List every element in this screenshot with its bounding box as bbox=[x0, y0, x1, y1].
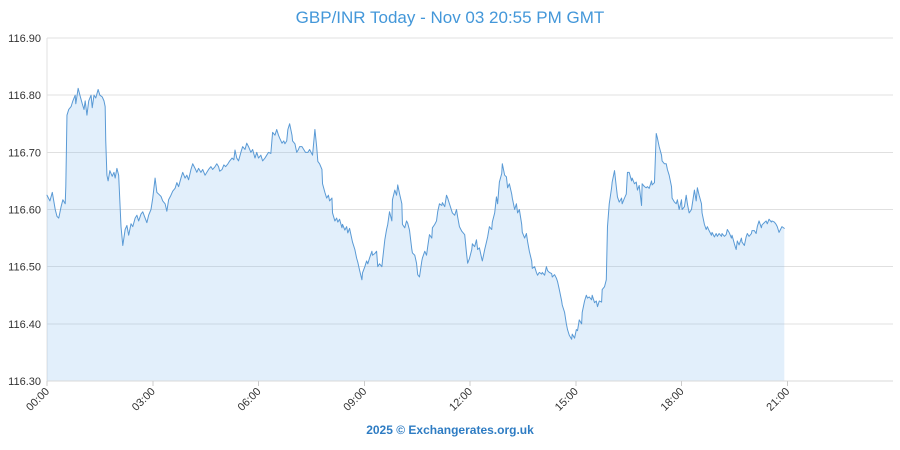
x-axis-label: 12:00 bbox=[447, 386, 475, 414]
chart-title: GBP/INR Today - Nov 03 20:55 PM GMT bbox=[295, 8, 605, 27]
area-fill bbox=[47, 88, 785, 381]
x-axis-label: 18:00 bbox=[659, 386, 687, 414]
y-axis-label: 116.40 bbox=[8, 319, 41, 331]
axes-group bbox=[46, 380, 893, 386]
y-axis-label: 116.50 bbox=[8, 262, 41, 274]
y-axis-label: 116.80 bbox=[8, 90, 41, 102]
x-axis-label: 09:00 bbox=[341, 386, 369, 414]
x-axis-label: 21:00 bbox=[764, 386, 792, 414]
axis-labels-group: 116.90 116.80 116.70 116.60 116.50 116.40 116.… bbox=[8, 33, 792, 414]
x-axis-label: 06:00 bbox=[236, 386, 264, 414]
series-group bbox=[46, 87, 785, 381]
footer-credit: 2025 © Exchangerates.org.uk bbox=[366, 423, 534, 437]
x-axis-label: 15:00 bbox=[553, 386, 581, 414]
y-axis-label: 116.30 bbox=[8, 376, 41, 388]
y-axis-label: 116.60 bbox=[8, 205, 41, 217]
price-line-series bbox=[46, 87, 785, 340]
x-axis-label: 00:00 bbox=[24, 386, 52, 414]
x-axis-label: 03:00 bbox=[130, 386, 158, 414]
y-axis-label: 116.70 bbox=[8, 147, 41, 159]
y-axis-label: 116.90 bbox=[8, 33, 41, 45]
